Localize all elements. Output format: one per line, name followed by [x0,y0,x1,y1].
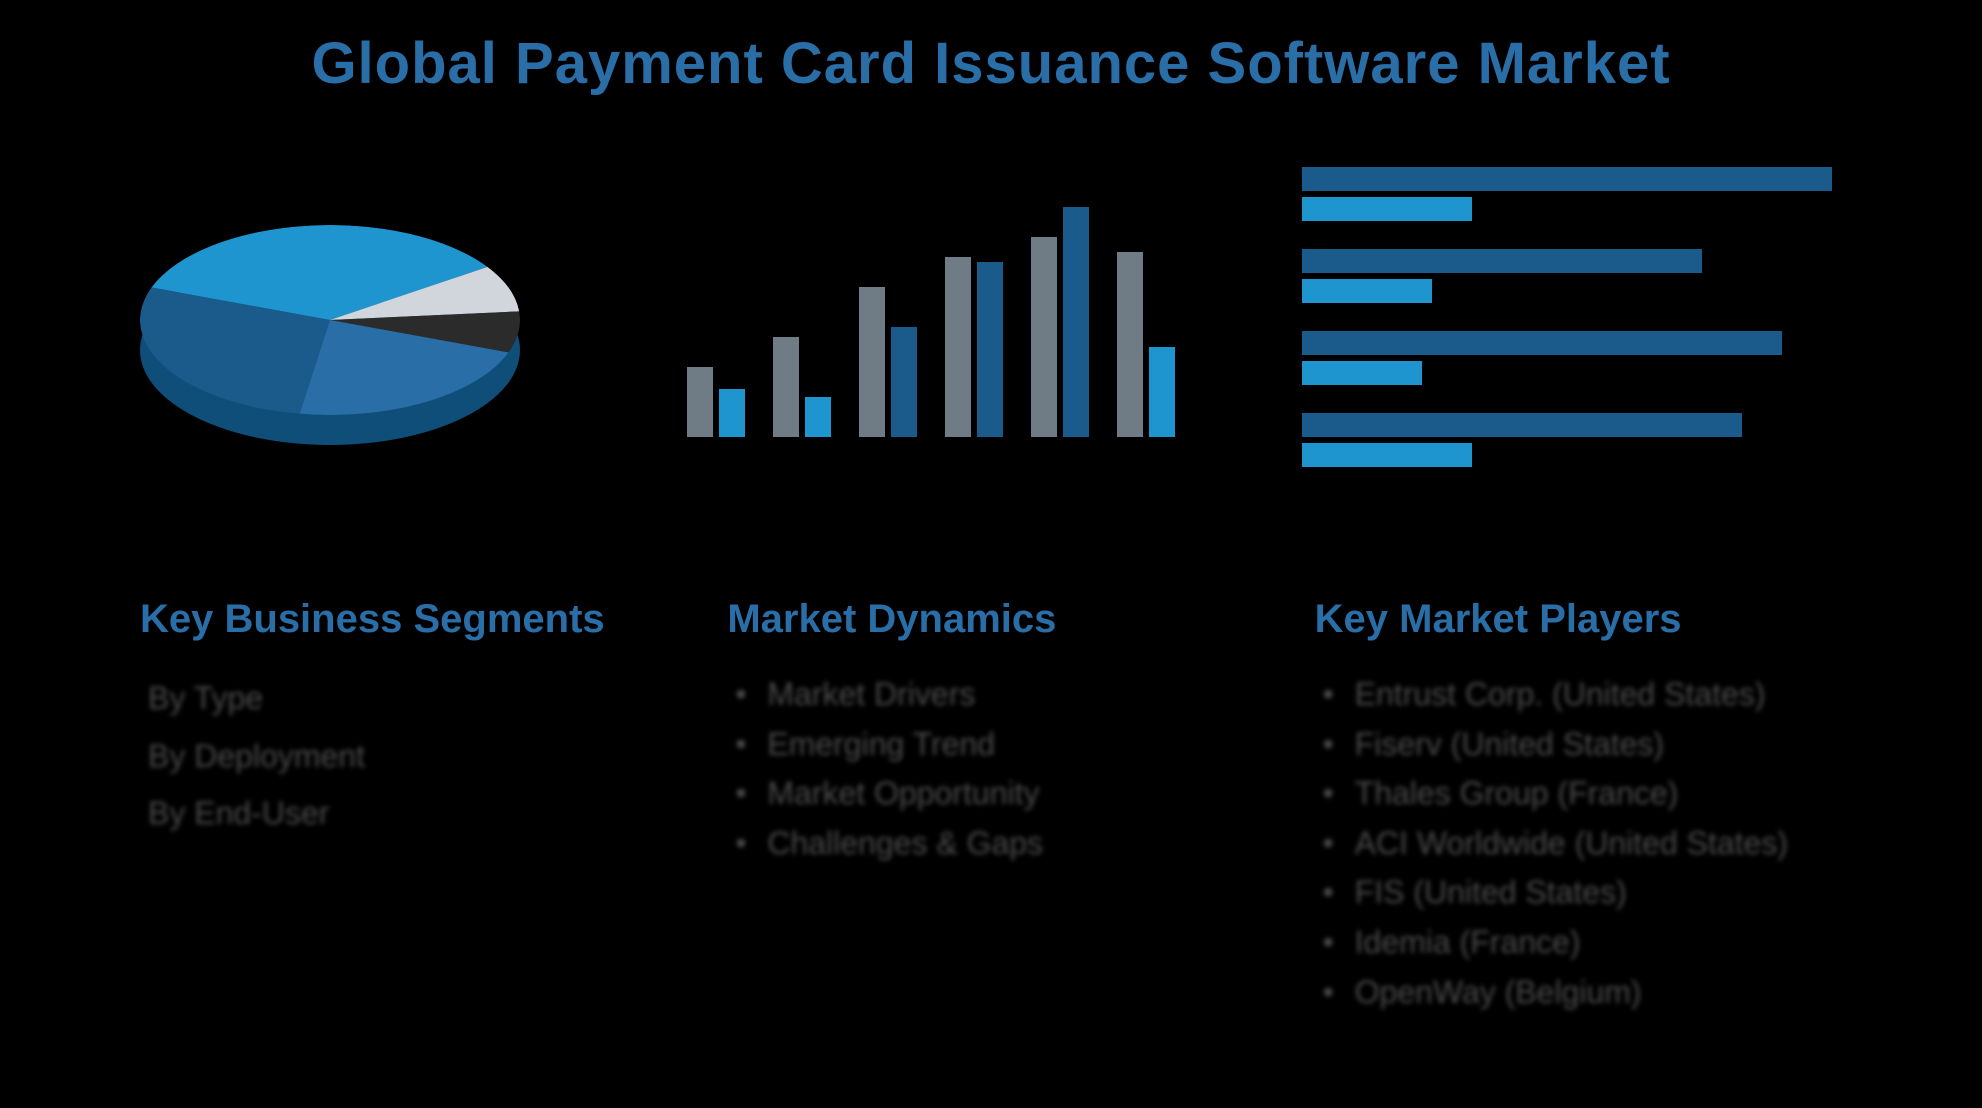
players-item: OpenWay (Belgium) [1323,968,1842,1018]
bar-b [1063,207,1089,437]
players-item: Idemia (France) [1323,918,1842,968]
segments-item: By End-User [148,785,667,843]
segments-title: Key Business Segments [140,597,667,642]
bar-b [719,389,745,437]
segments-item: By Type [148,670,667,728]
bar-b [805,397,831,437]
players-item: Fiserv (United States) [1323,720,1842,770]
bar-group [859,287,917,437]
dynamics-title: Market Dynamics [727,597,1254,642]
players-item: FIS (United States) [1323,868,1842,918]
dynamics-item: Market Drivers [735,670,1254,720]
hbar-b [1302,443,1472,467]
pie-top [140,225,520,415]
dynamics-list: Market DriversEmerging TrendMarket Oppor… [727,670,1254,868]
charts-row [100,157,1882,477]
horizontal-bar-chart [1302,167,1862,467]
bar-a [1031,237,1057,437]
dynamics-column: Market Dynamics Market DriversEmerging T… [727,597,1254,1017]
dynamics-item: Challenges & Gaps [735,819,1254,869]
bar-b [891,327,917,437]
players-title: Key Market Players [1315,597,1842,642]
bar-a [945,257,971,437]
hbar-a [1302,249,1702,273]
hbar-pair [1302,167,1862,221]
hbar-pair [1302,331,1862,385]
page-title: Global Payment Card Issuance Software Ma… [100,30,1882,97]
bar-a [1117,252,1143,437]
segments-item: By Deployment [148,728,667,786]
bar-group [1117,252,1175,437]
bar-chart [701,177,1161,457]
bar-a [773,337,799,437]
players-item: Entrust Corp. (United States) [1323,670,1842,720]
segments-list: By TypeBy DeploymentBy End-User [140,670,667,843]
pie-chart [100,177,560,457]
bottom-row: Key Business Segments By TypeBy Deployme… [100,477,1882,1017]
players-item: Thales Group (France) [1323,769,1842,819]
bar-b [1149,347,1175,437]
players-item: ACI Worldwide (United States) [1323,819,1842,869]
bar-b [977,262,1003,437]
bar-a [687,367,713,437]
hbar-b [1302,361,1422,385]
bar-group [687,367,745,437]
dynamics-item: Market Opportunity [735,769,1254,819]
hbar-pair [1302,413,1862,467]
hbar-a [1302,413,1742,437]
bar-group [945,257,1003,437]
players-column: Key Market Players Entrust Corp. (United… [1315,597,1842,1017]
hbar-pair [1302,249,1862,303]
hbar-b [1302,197,1472,221]
hbar-b [1302,279,1432,303]
bar-group [773,337,831,437]
hbar-a [1302,331,1782,355]
dynamics-item: Emerging Trend [735,720,1254,770]
bar-group [1031,207,1089,437]
bar-a [859,287,885,437]
segments-column: Key Business Segments By TypeBy Deployme… [140,597,667,1017]
hbar-a [1302,167,1832,191]
players-list: Entrust Corp. (United States)Fiserv (Uni… [1315,670,1842,1017]
